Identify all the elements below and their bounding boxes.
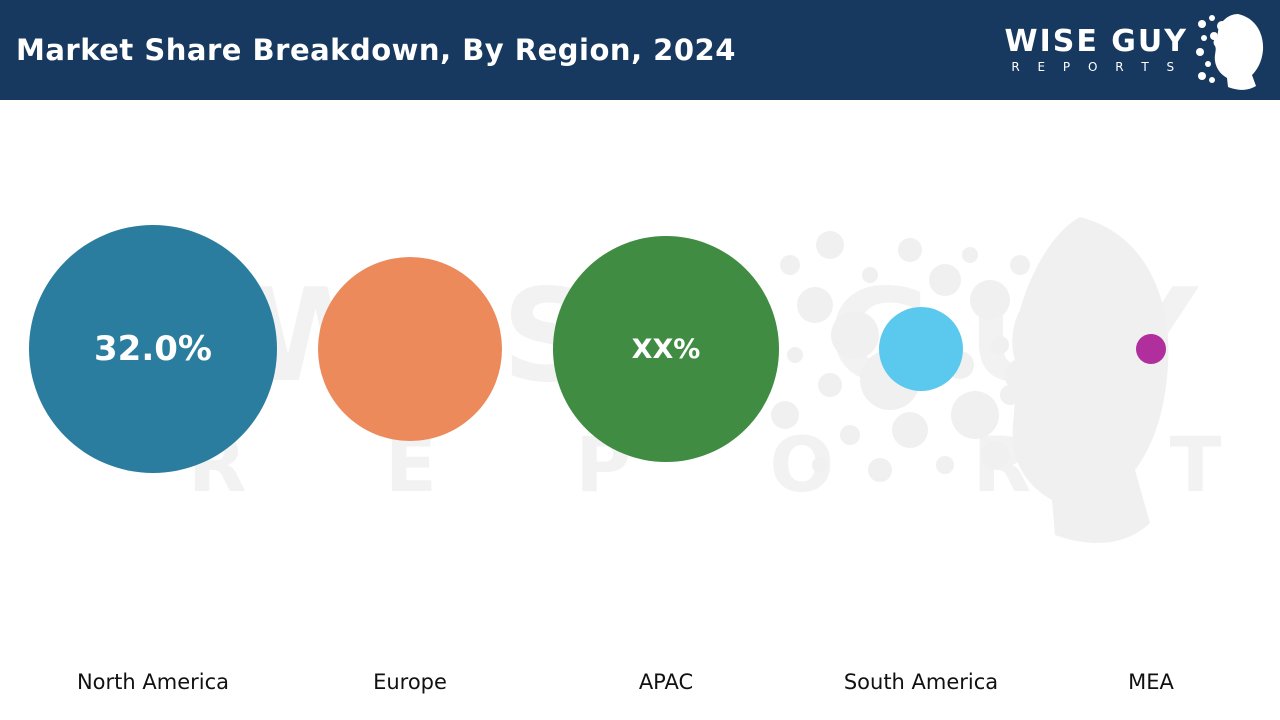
page-title: Market Share Breakdown, By Region, 2024	[16, 33, 736, 67]
category-label-apac: APAC	[638, 670, 694, 694]
bubble-apac[interactable]: XX%	[553, 236, 779, 462]
watermark-head-icon	[771, 217, 1169, 544]
logo-head-icon	[1196, 14, 1264, 90]
logo-text: WISE GUY R E P O R T S	[1004, 26, 1188, 74]
bubble-europe[interactable]	[318, 257, 502, 441]
bubble-value-label: 32.0%	[94, 329, 212, 369]
category-label-europe: Europe	[373, 670, 447, 694]
bubble-value-label: XX%	[631, 333, 701, 365]
logo-subtitle: R E P O R T S	[1011, 59, 1182, 74]
bubble-mea[interactable]	[1136, 334, 1166, 364]
category-label-mea: MEA	[1128, 670, 1174, 694]
wiseguy-logo: WISE GUY R E P O R T S	[1004, 10, 1266, 90]
header-bar: Market Share Breakdown, By Region, 2024 …	[0, 0, 1280, 100]
bubble-north-america[interactable]: 32.0%	[29, 225, 277, 473]
bubble-south-america[interactable]	[879, 307, 963, 391]
logo-wordmark: WISE GUY	[1004, 24, 1188, 60]
category-label-south-america: South America	[843, 670, 999, 694]
category-label-north-america: North America	[76, 670, 230, 694]
